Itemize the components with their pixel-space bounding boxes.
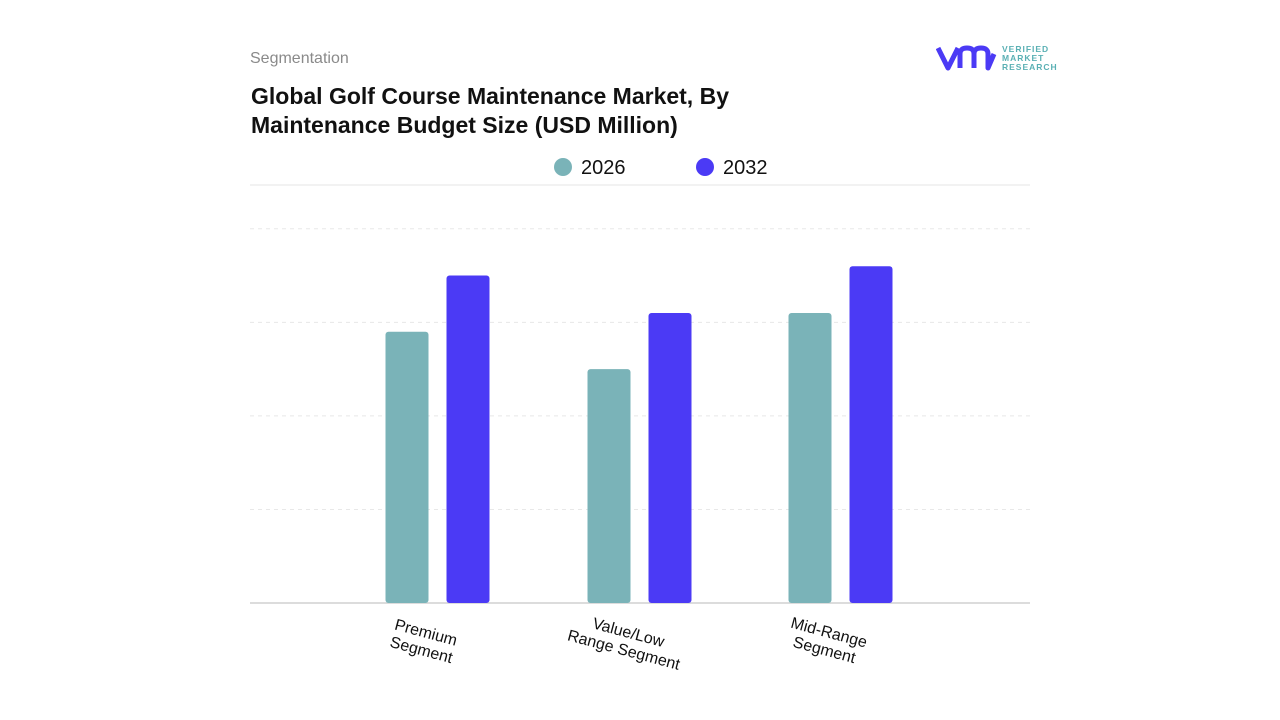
bar [587, 369, 631, 603]
legend-label: 2032 [723, 157, 768, 179]
bar [849, 266, 893, 603]
logo-mark [936, 45, 997, 71]
legend-marker [554, 158, 572, 176]
chart-title: Global Golf Course Maintenance Market, B… [251, 83, 729, 138]
header: Segmentation [250, 50, 349, 67]
bar [385, 331, 429, 603]
logo: VERIFIED MARKET RESEARCH [936, 44, 1062, 72]
logo-text: VERIFIED MARKET RESEARCH [1002, 43, 1058, 72]
bar [446, 275, 490, 603]
legend-marker [696, 158, 714, 176]
bar [788, 312, 832, 603]
legend-label: 2026 [581, 157, 626, 179]
bar [648, 312, 692, 603]
